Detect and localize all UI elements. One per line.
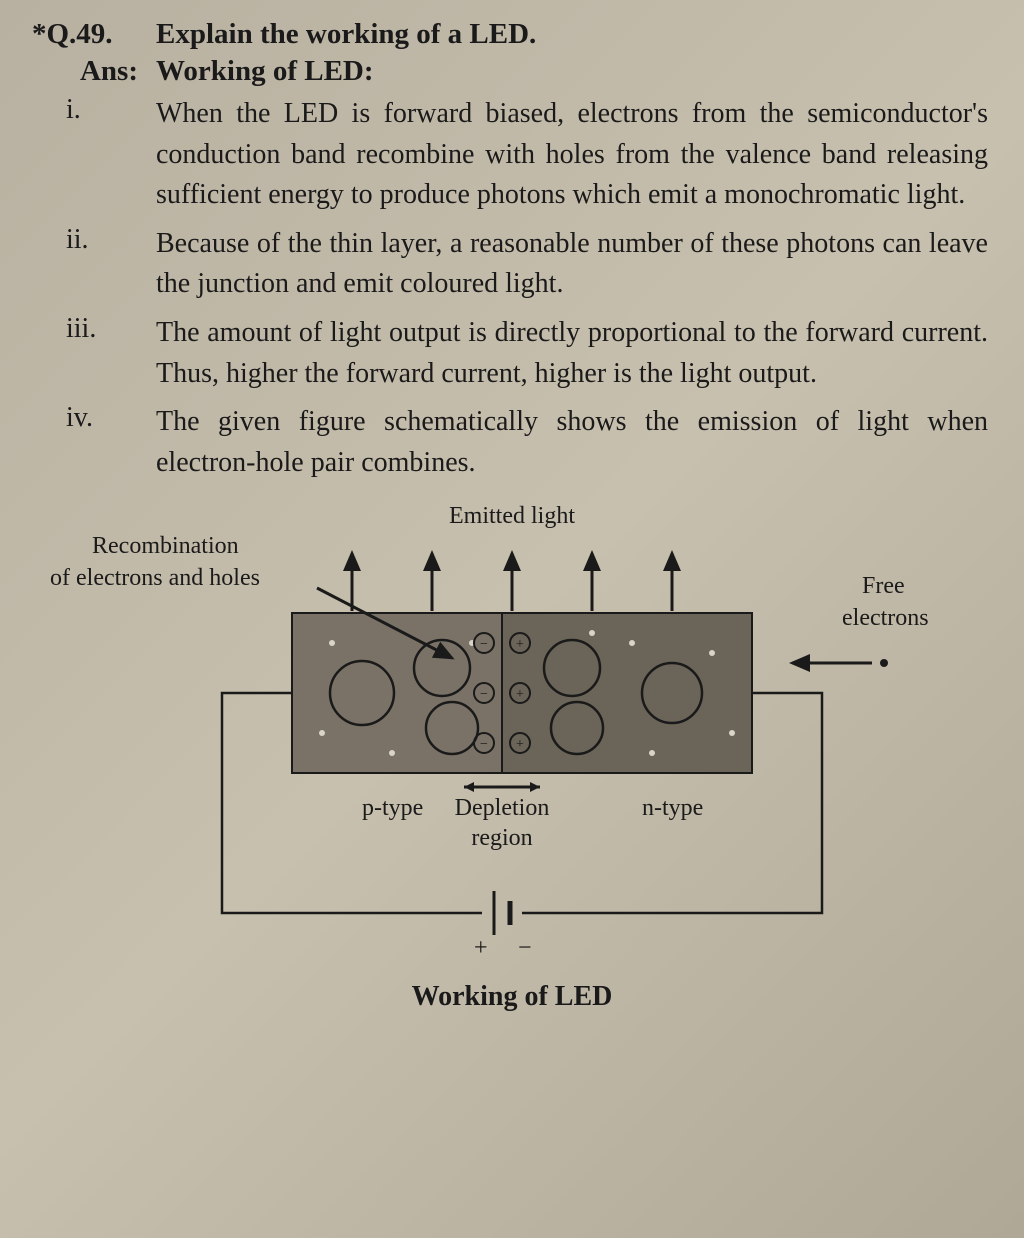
list-item: ii. Because of the thin layer, a reasona… bbox=[26, 224, 998, 305]
list-item: iv. The given figure schematically shows… bbox=[26, 402, 998, 483]
question-number: *Q.49. bbox=[26, 18, 156, 51]
item-number: iii. bbox=[26, 313, 156, 394]
svg-text:n-type: n-type bbox=[642, 795, 703, 821]
item-number: ii. bbox=[26, 224, 156, 305]
item-text: When the LED is forward biased, electron… bbox=[156, 94, 998, 216]
list-item: iii. The amount of light output is direc… bbox=[26, 313, 998, 394]
svg-text:p-type: p-type bbox=[362, 795, 423, 821]
svg-text:+: + bbox=[516, 737, 524, 752]
led-diagram: − + − + − + Emitted light Recombination of elect… bbox=[32, 493, 992, 973]
svg-text:Depletion: Depletion bbox=[455, 795, 550, 821]
svg-text:electrons: electrons bbox=[842, 605, 929, 631]
svg-text:of electrons and holes: of electrons and holes bbox=[50, 565, 260, 591]
svg-text:Recombination: Recombination bbox=[92, 533, 239, 559]
question-text: Explain the working of a LED. bbox=[156, 18, 536, 51]
item-text: Because of the thin layer, a reasonable … bbox=[156, 224, 998, 305]
answer-row: Ans: Working of LED: bbox=[26, 55, 998, 88]
svg-text:−: − bbox=[480, 737, 488, 752]
svg-text:region: region bbox=[471, 825, 532, 851]
svg-text:Free: Free bbox=[862, 573, 905, 599]
question-row: *Q.49. Explain the working of a LED. bbox=[26, 18, 998, 51]
svg-text:−: − bbox=[480, 637, 488, 652]
item-number: i. bbox=[26, 94, 156, 216]
svg-text:−: − bbox=[480, 687, 488, 702]
svg-text:Emitted light: Emitted light bbox=[449, 503, 575, 529]
item-text: The amount of light output is directly p… bbox=[156, 313, 998, 394]
svg-text:+: + bbox=[516, 687, 524, 702]
svg-text:−: − bbox=[518, 935, 532, 961]
svg-text:+: + bbox=[516, 637, 524, 652]
figure: − + − + − + Emitted light Recombination of elect… bbox=[26, 493, 998, 1013]
item-text: The given figure schematically shows the… bbox=[156, 402, 998, 483]
figure-caption: Working of LED bbox=[26, 981, 998, 1013]
answer-label: Ans: bbox=[26, 55, 156, 88]
item-number: iv. bbox=[26, 402, 156, 483]
answer-heading: Working of LED: bbox=[156, 55, 374, 88]
page: *Q.49. Explain the working of a LED. Ans… bbox=[26, 18, 998, 1013]
list-item: i. When the LED is forward biased, elect… bbox=[26, 94, 998, 216]
svg-text:+: + bbox=[474, 935, 488, 961]
